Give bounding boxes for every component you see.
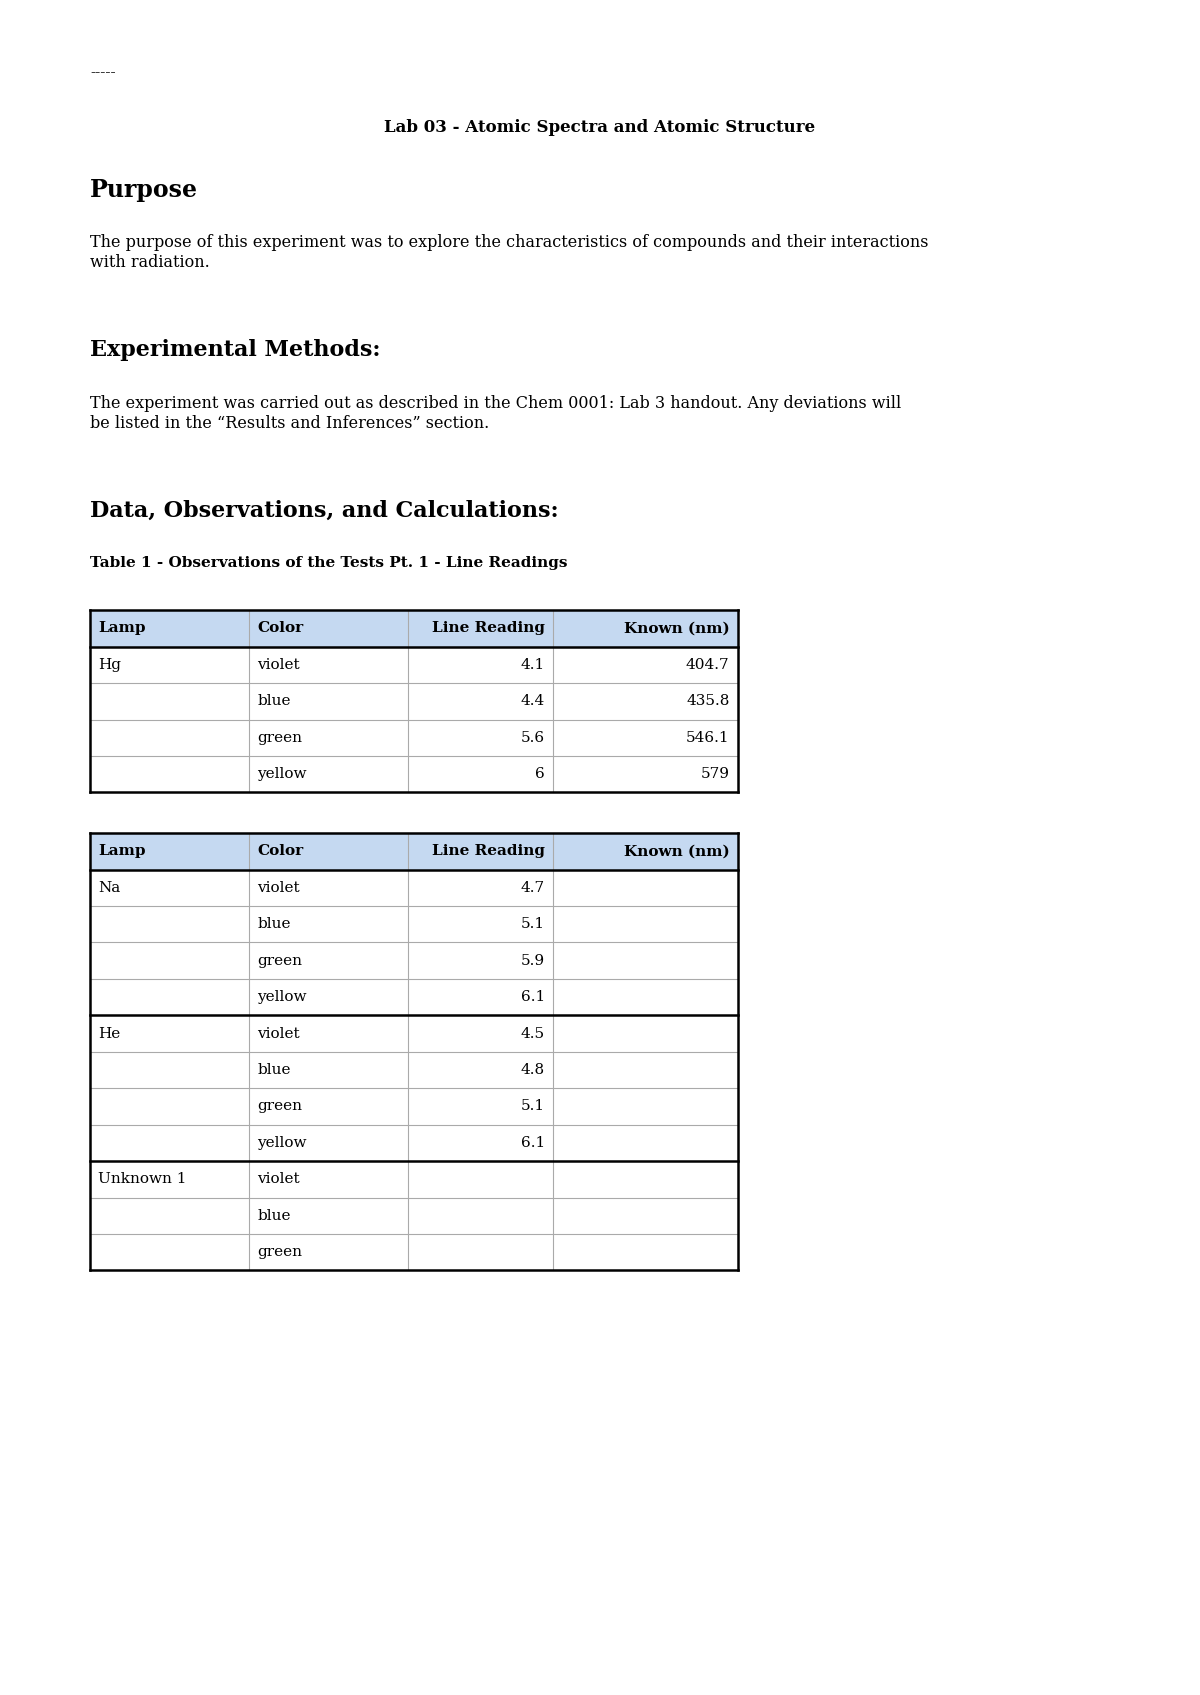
Text: 6: 6 — [535, 768, 545, 781]
Text: violet: violet — [257, 881, 300, 895]
Text: He: He — [98, 1027, 121, 1041]
Bar — [90, 834, 738, 870]
Text: Color: Color — [257, 844, 304, 858]
Text: 4.7: 4.7 — [521, 881, 545, 895]
Text: yellow: yellow — [257, 990, 307, 1003]
Text: 6.1: 6.1 — [521, 990, 545, 1003]
Text: Line Reading: Line Reading — [432, 622, 545, 636]
Text: yellow: yellow — [257, 768, 307, 781]
Text: The experiment was carried out as described in the Chem 0001: Lab 3 handout. Any: The experiment was carried out as descri… — [90, 395, 901, 432]
Text: Known (nm): Known (nm) — [624, 622, 730, 636]
Text: Data, Observations, and Calculations:: Data, Observations, and Calculations: — [90, 500, 559, 522]
Text: Lamp: Lamp — [98, 844, 146, 858]
Text: green: green — [257, 731, 302, 744]
Text: Known (nm): Known (nm) — [624, 844, 730, 858]
Text: 6.1: 6.1 — [521, 1136, 545, 1149]
Text: violet: violet — [257, 658, 300, 671]
Text: 4.4: 4.4 — [521, 695, 545, 709]
Text: Lamp: Lamp — [98, 622, 146, 636]
Text: blue: blue — [257, 695, 290, 709]
Bar — [90, 610, 738, 646]
Text: blue: blue — [257, 917, 290, 931]
Text: 4.5: 4.5 — [521, 1027, 545, 1041]
Text: Color: Color — [257, 622, 304, 636]
Text: 404.7: 404.7 — [686, 658, 730, 671]
Text: Hg: Hg — [98, 658, 121, 671]
Text: 435.8: 435.8 — [686, 695, 730, 709]
Text: yellow: yellow — [257, 1136, 307, 1149]
Text: blue: blue — [257, 1209, 290, 1222]
Text: blue: blue — [257, 1063, 290, 1076]
Text: Unknown 1: Unknown 1 — [98, 1173, 187, 1186]
Text: Experimental Methods:: Experimental Methods: — [90, 339, 380, 361]
Text: Purpose: Purpose — [90, 178, 198, 202]
Text: The purpose of this experiment was to explore the characteristics of compounds a: The purpose of this experiment was to ex… — [90, 234, 929, 271]
Text: green: green — [257, 1246, 302, 1259]
Text: 579: 579 — [701, 768, 730, 781]
Text: Line Reading: Line Reading — [432, 844, 545, 858]
Text: 4.1: 4.1 — [521, 658, 545, 671]
Text: 546.1: 546.1 — [686, 731, 730, 744]
Text: green: green — [257, 1100, 302, 1114]
Text: Lab 03 - Atomic Spectra and Atomic Structure: Lab 03 - Atomic Spectra and Atomic Struc… — [384, 119, 816, 136]
Text: 5.1: 5.1 — [521, 917, 545, 931]
Text: 5.6: 5.6 — [521, 731, 545, 744]
Text: 5.1: 5.1 — [521, 1100, 545, 1114]
Text: Na: Na — [98, 881, 121, 895]
Text: -----: ----- — [90, 66, 115, 80]
Text: green: green — [257, 954, 302, 968]
Text: 4.8: 4.8 — [521, 1063, 545, 1076]
Text: violet: violet — [257, 1173, 300, 1186]
Text: Table 1 - Observations of the Tests Pt. 1 - Line Readings: Table 1 - Observations of the Tests Pt. … — [90, 556, 568, 570]
Text: violet: violet — [257, 1027, 300, 1041]
Text: 5.9: 5.9 — [521, 954, 545, 968]
